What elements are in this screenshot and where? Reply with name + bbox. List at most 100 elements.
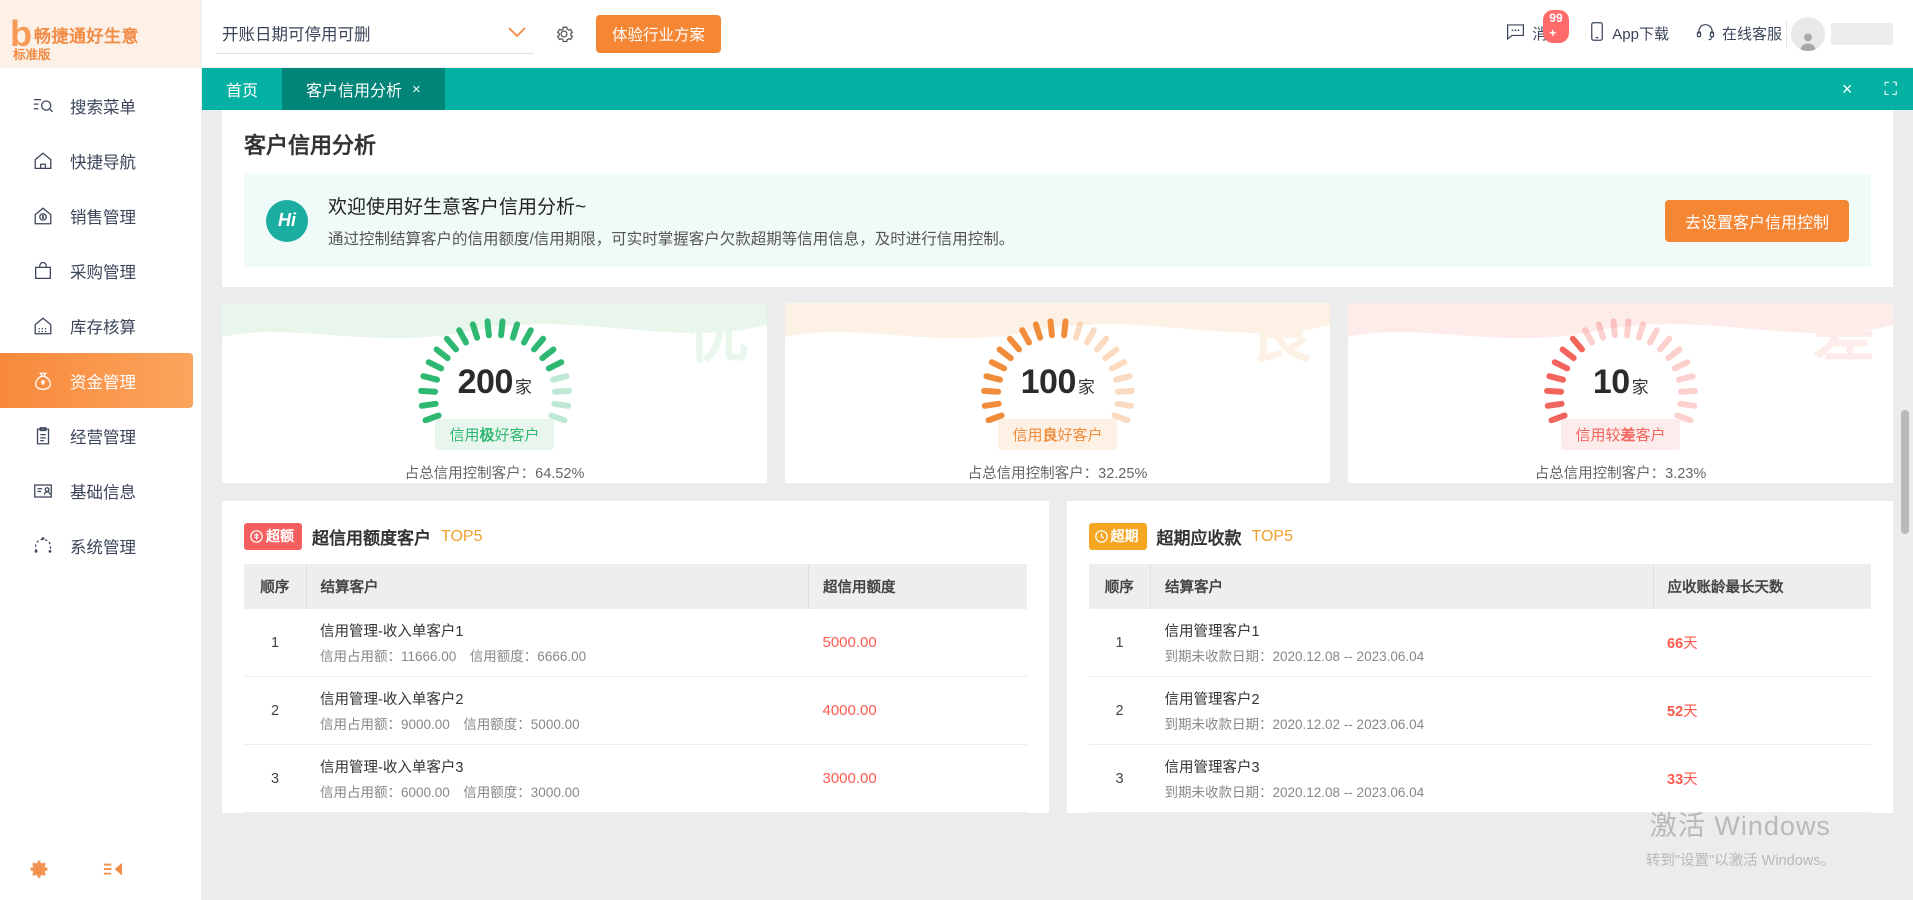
card-value-wrap: 10 家 xyxy=(1537,363,1705,402)
card-tag-key: 差 xyxy=(1620,427,1636,444)
vertical-scrollbar[interactable] xyxy=(1901,410,1909,534)
th-customer: 结算客户 xyxy=(1150,564,1654,609)
sidebar-item-label: 系统管理 xyxy=(70,538,136,557)
sidebar-item-label: 搜索菜单 xyxy=(70,98,136,117)
card-gauge: 10 家 xyxy=(1537,311,1705,423)
card-tag-suffix: 好客户 xyxy=(494,427,540,444)
sidebar-item-1[interactable]: 快捷导航 xyxy=(0,133,201,188)
account-period-value: 开账日期可停用可删 xyxy=(222,26,371,44)
row-index: 1 xyxy=(244,609,306,677)
tab-0[interactable]: 首页 xyxy=(202,68,282,110)
notice-text: 欢迎使用好生意客户信用分析~ 通过控制结算客户的信用额度/信用期限，可实时掌握客… xyxy=(328,192,1665,249)
sidebar-item-0[interactable]: 搜索菜单 xyxy=(0,78,201,133)
topbar-divider xyxy=(1786,20,1787,47)
sidebar-item-8[interactable]: 系统管理 xyxy=(0,518,201,573)
hi-avatar-icon: Hi xyxy=(266,199,308,242)
card-wave-decoration xyxy=(1348,303,1893,339)
sidebar-item-5[interactable]: 资金管理 xyxy=(0,353,193,408)
main-area: 开账日期可停用可删 体验行业方案 消息99 + App下载 在线客服 首页客户信用分… xyxy=(202,0,1913,900)
close-all-tabs-icon[interactable]: × xyxy=(1841,78,1853,99)
card-value: 200 xyxy=(457,363,514,401)
row-value-cell: 33天 xyxy=(1653,744,1871,813)
table-row[interactable]: 2 信用管理-收入单客户2 信用占用额：9000.00 信用额度：5000.00 40… xyxy=(244,676,1027,745)
experience-solution-button[interactable]: 体验行业方案 xyxy=(596,14,722,53)
mobile-icon xyxy=(1588,21,1606,46)
card-tag-prefix: 信用较 xyxy=(1575,427,1621,444)
table-body: 1 信用管理客户1 到期未收款日期：2020.12.08 -- 2023.06.04… xyxy=(1088,609,1871,813)
row-customer-name: 信用管理客户3 xyxy=(1164,760,1260,776)
sidebar-item-label: 销售管理 xyxy=(70,208,136,227)
clipboard-icon xyxy=(30,423,56,449)
table-row[interactable]: 2 信用管理客户2 到期未收款日期：2020.12.02 -- 2023.06.04… xyxy=(1088,676,1871,745)
home-icon xyxy=(30,148,56,174)
sidebar-item-4[interactable]: 库存核算 xyxy=(0,298,201,353)
topbar-action-0[interactable]: 消息99 + xyxy=(1505,10,1569,46)
card-wave-decoration xyxy=(222,303,767,339)
credit-card-2: 差 10 家信用较差客户 占总信用控制客户：3.23% xyxy=(1348,303,1893,483)
tab-close-icon[interactable]: × xyxy=(412,80,421,98)
chevron-down-icon xyxy=(508,25,526,41)
account-period-select[interactable]: 开账日期可停用可删 xyxy=(216,14,534,54)
tab-1[interactable]: 客户信用分析 × xyxy=(282,68,445,110)
credit-card-0: 优 200 家信用极好客户 占总信用控制客户：64.52% xyxy=(222,303,767,483)
table-badge-label: 超额 xyxy=(266,528,294,544)
sidebar-footer xyxy=(0,844,201,900)
card-value: 100 xyxy=(1020,363,1077,401)
row-index: 2 xyxy=(244,676,306,745)
fullscreen-icon[interactable]: ⛶ xyxy=(1884,78,1897,99)
sidebar-item-3[interactable]: 采购管理 xyxy=(0,243,201,298)
sidebar: b 畅捷通好生意 标准版 搜索菜单快捷导航销售管理采购管理库存核算资金管理经营管… xyxy=(0,0,202,900)
sidebar-item-6[interactable]: 经营管理 xyxy=(0,408,201,463)
table-head-row: 顺序 结算客户 应收账龄最长天数 xyxy=(1088,564,1871,609)
sidebar-item-label: 库存核算 xyxy=(70,318,136,337)
topbar-action-2[interactable]: 在线客服 xyxy=(1695,21,1782,46)
sidebar-item-label: 经营管理 xyxy=(70,428,136,447)
topbar-actions: 消息99 + App下载 在线客服 xyxy=(1505,10,1782,46)
card-gauge: 100 家 xyxy=(974,311,1142,423)
card-tag: 信用极好客户 xyxy=(435,419,554,450)
row-value-cell: 4000.00 xyxy=(808,676,1027,745)
row-days: 33天 xyxy=(1667,772,1698,788)
settings-gear-icon[interactable] xyxy=(28,859,50,886)
collapse-icon[interactable] xyxy=(102,860,124,885)
data-table: 顺序 结算客户 应收账龄最长天数 1 信用管理客户1 到期未收款日期：2020.12.08… xyxy=(1088,564,1871,813)
table-title: 超信用额度客户 xyxy=(312,529,431,548)
brand-name: 畅捷通好生意 xyxy=(34,26,139,46)
message-badge: 99 + xyxy=(1543,10,1569,43)
card-tag-prefix: 信用 xyxy=(449,427,480,444)
system-gear-icon xyxy=(30,533,56,559)
top-tables: 超额 超信用额度客户 TOP5 顺序 结算客户 超信用额度 1 信用管理-收入单客户1 信用占用… xyxy=(222,501,1893,813)
row-customer-name: 信用管理-收入单客户3 xyxy=(320,760,464,776)
table-row[interactable]: 3 信用管理-收入单客户3 信用占用额：6000.00 信用额度：3000.00 30… xyxy=(244,744,1027,813)
table-row[interactable]: 1 信用管理-收入单客户1 信用占用额：11666.00 信用额度：6666.00 5… xyxy=(244,609,1027,677)
card-gauge: 200 家 xyxy=(411,311,579,423)
card-unit: 家 xyxy=(1077,378,1095,397)
row-customer: 信用管理-收入单客户3 信用占用额：6000.00 信用额度：3000.00 xyxy=(306,744,809,813)
row-amount: 5000.00 xyxy=(822,634,877,651)
sidebar-item-2[interactable]: 销售管理 xyxy=(0,188,201,243)
data-table: 顺序 结算客户 超信用额度 1 信用管理-收入单客户1 信用占用额：11666.00 信用… xyxy=(244,564,1027,813)
table-row[interactable]: 1 信用管理客户1 到期未收款日期：2020.12.08 -- 2023.06.04… xyxy=(1088,609,1871,677)
sales-icon xyxy=(30,203,56,229)
table-badge-label: 超期 xyxy=(1110,528,1139,544)
th-value: 应收账龄最长天数 xyxy=(1653,564,1871,609)
setup-credit-control-button[interactable]: 去设置客户信用控制 xyxy=(1664,199,1849,242)
notice-description: 通过控制结算客户的信用额度/信用期限，可实时掌握客户欠款超期等信用信息，及时进行… xyxy=(328,231,1015,248)
credit-summary-cards: 优 200 家信用极好客户 占总信用控制客户：64.52% 良 100 家信用良好客户 占总信… xyxy=(222,303,1893,483)
avatar[interactable] xyxy=(1791,16,1825,51)
notice-title: 欢迎使用好生意客户信用分析~ xyxy=(328,197,587,218)
header-panel: 客户信用分析 Hi 欢迎使用好生意客户信用分析~ 通过控制结算客户的信用额度/信… xyxy=(222,110,1893,287)
row-index: 1 xyxy=(1088,609,1151,677)
sidebar-item-7[interactable]: 基础信息 xyxy=(0,463,201,518)
table-row[interactable]: 3 信用管理客户3 到期未收款日期：2020.12.08 -- 2023.06.04… xyxy=(1088,744,1871,813)
brand-header[interactable]: b 畅捷通好生意 标准版 xyxy=(0,0,201,68)
overdue-clock-icon: 超期 xyxy=(1088,523,1147,550)
warehouse-icon xyxy=(30,313,56,339)
money-bag-icon xyxy=(30,368,56,394)
card-tag-key: 良 xyxy=(1042,427,1058,444)
brand-edition: 标准版 xyxy=(13,48,51,62)
gear-icon[interactable] xyxy=(550,20,578,48)
card-subtext: 占总信用控制客户：64.52% xyxy=(404,466,585,482)
topbar-action-1[interactable]: App下载 xyxy=(1588,21,1669,46)
